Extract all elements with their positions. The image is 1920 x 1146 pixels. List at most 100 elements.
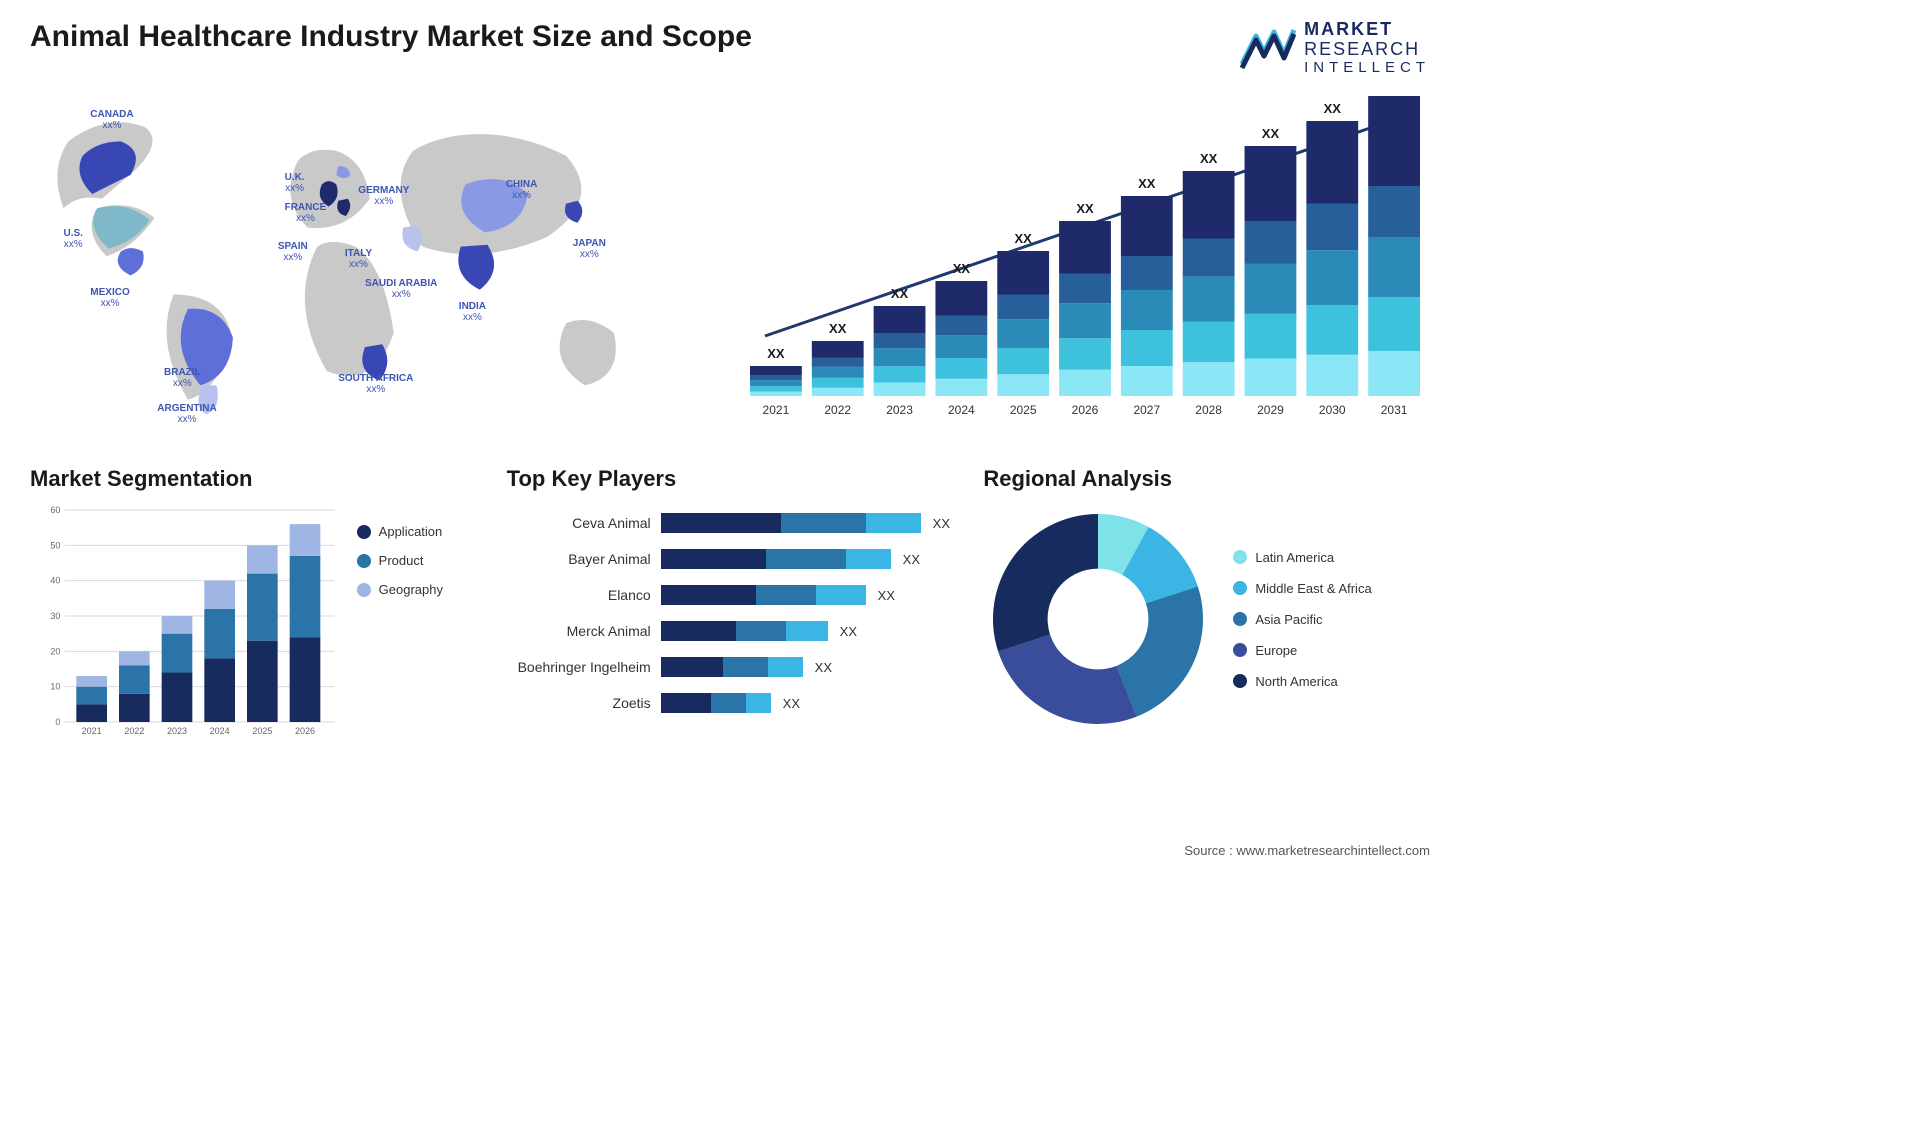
seg-legend-application: Application xyxy=(357,524,477,539)
svg-text:XX: XX xyxy=(1015,231,1033,246)
map-label-japan: JAPANxx% xyxy=(573,238,606,260)
player-value: XX xyxy=(815,660,832,675)
map-label-u-k-: U.K.xx% xyxy=(285,172,305,194)
svg-text:2027: 2027 xyxy=(1133,403,1160,417)
player-value: XX xyxy=(840,624,857,639)
regional-title: Regional Analysis xyxy=(983,466,1430,492)
svg-text:2023: 2023 xyxy=(886,403,913,417)
player-row: Zoetis XX xyxy=(507,688,954,718)
player-bar xyxy=(661,693,771,713)
player-row: Boehringer Ingelheim XX xyxy=(507,652,954,682)
regional-legend: Latin America Middle East & Africa Asia Pa… xyxy=(1233,550,1371,689)
svg-text:2024: 2024 xyxy=(948,403,975,417)
logo-text-3: INTELLECT xyxy=(1304,60,1430,77)
svg-text:2026: 2026 xyxy=(295,726,315,736)
svg-text:2024: 2024 xyxy=(210,726,230,736)
svg-text:XX: XX xyxy=(1324,101,1342,116)
svg-text:0: 0 xyxy=(55,717,60,727)
map-label-germany: GERMANYxx% xyxy=(358,185,409,207)
svg-text:2026: 2026 xyxy=(1072,403,1099,417)
map-label-mexico: MEXICOxx% xyxy=(90,287,129,309)
svg-text:2030: 2030 xyxy=(1319,403,1346,417)
key-players-title: Top Key Players xyxy=(507,466,954,492)
region-legend-asia-pacific: Asia Pacific xyxy=(1233,612,1371,627)
region-legend-europe: Europe xyxy=(1233,643,1371,658)
svg-text:2022: 2022 xyxy=(124,726,144,736)
page-title: Animal Healthcare Industry Market Size a… xyxy=(30,20,752,54)
player-name: Merck Animal xyxy=(507,623,657,639)
map-label-italy: ITALYxx% xyxy=(345,248,372,270)
svg-text:XX: XX xyxy=(891,286,909,301)
player-name: Elanco xyxy=(507,587,657,603)
svg-text:XX: XX xyxy=(1262,126,1280,141)
key-players-panel: Top Key Players Ceva AnimalXXBayer Anima… xyxy=(507,466,954,766)
seg-legend-product: Product xyxy=(357,553,477,568)
svg-text:20: 20 xyxy=(50,646,60,656)
logo-swoosh-icon xyxy=(1240,24,1296,72)
svg-text:2025: 2025 xyxy=(252,726,272,736)
growth-chart: XX 2021 XX 2022 XX 2023 XX 2024 XX 2025 XX 2026 XX 20… xyxy=(730,96,1430,436)
map-label-argentina: ARGENTINAxx% xyxy=(157,403,216,425)
segmentation-panel: Market Segmentation 0 10 20 30 40 50 60 2021 202… xyxy=(30,466,477,766)
seg-legend-geography: Geography xyxy=(357,582,477,597)
source-label: Source : www.marketresearchintellect.com xyxy=(1184,843,1430,858)
logo-text-2: RESEARCH xyxy=(1304,40,1430,60)
regional-donut xyxy=(983,504,1213,734)
svg-text:2021: 2021 xyxy=(763,403,790,417)
map-label-brazil: BRAZILxx% xyxy=(164,367,201,389)
player-row: Ceva Animal XX xyxy=(507,508,954,538)
region-legend-middle-east-africa: Middle East & Africa xyxy=(1233,581,1371,596)
svg-text:40: 40 xyxy=(50,576,60,586)
player-row: Merck Animal XX xyxy=(507,616,954,646)
segmentation-legend: Application Product Geography xyxy=(357,504,477,766)
map-label-spain: SPAINxx% xyxy=(278,241,308,263)
key-players-chart: Ceva AnimalXXBayer AnimalXXElancoXXMerck… xyxy=(507,504,954,718)
player-name: Ceva Animal xyxy=(507,515,657,531)
map-label-china: CHINAxx% xyxy=(506,179,538,201)
map-label-saudi-arabia: SAUDI ARABIAxx% xyxy=(365,278,437,300)
svg-text:XX: XX xyxy=(1076,201,1094,216)
svg-text:50: 50 xyxy=(50,540,60,550)
map-label-france: FRANCExx% xyxy=(285,202,327,224)
segmentation-title: Market Segmentation xyxy=(30,466,477,492)
player-bar xyxy=(661,549,891,569)
svg-text:2025: 2025 xyxy=(1010,403,1037,417)
svg-text:2029: 2029 xyxy=(1257,403,1284,417)
svg-text:XX: XX xyxy=(1200,151,1218,166)
player-value: XX xyxy=(878,588,895,603)
player-value: XX xyxy=(933,516,950,531)
world-map-panel: CANADAxx% U.S.xx% MEXICOxx% BRAZILxx% ARGENT… xyxy=(30,96,700,426)
player-value: XX xyxy=(783,696,800,711)
player-name: Bayer Animal xyxy=(507,551,657,567)
player-row: Bayer Animal XX xyxy=(507,544,954,574)
region-legend-latin-america: Latin America xyxy=(1233,550,1371,565)
svg-text:2028: 2028 xyxy=(1195,403,1222,417)
svg-text:XX: XX xyxy=(829,321,847,336)
svg-text:10: 10 xyxy=(50,682,60,692)
svg-text:XX: XX xyxy=(1138,176,1156,191)
regional-panel: Regional Analysis Latin America Middle Ea… xyxy=(983,466,1430,766)
svg-text:2031: 2031 xyxy=(1381,403,1408,417)
svg-text:XX: XX xyxy=(767,346,785,361)
logo-text-1: MARKET xyxy=(1304,20,1430,40)
svg-text:2022: 2022 xyxy=(824,403,851,417)
svg-text:30: 30 xyxy=(50,611,60,621)
brand-logo: MARKET RESEARCH INTELLECT xyxy=(1240,20,1430,76)
segmentation-chart: 0 10 20 30 40 50 60 2021 2022 2023 2024 2025 2026 xyxy=(30,504,347,766)
svg-text:2023: 2023 xyxy=(167,726,187,736)
region-legend-north-america: North America xyxy=(1233,674,1371,689)
player-name: Zoetis xyxy=(507,695,657,711)
player-bar xyxy=(661,657,803,677)
player-value: XX xyxy=(903,552,920,567)
player-bar xyxy=(661,585,866,605)
svg-text:2021: 2021 xyxy=(82,726,102,736)
player-bar xyxy=(661,513,921,533)
map-label-south-africa: SOUTH AFRICAxx% xyxy=(338,373,413,395)
map-label-india: INDIAxx% xyxy=(459,301,486,323)
svg-text:60: 60 xyxy=(50,505,60,515)
player-bar xyxy=(661,621,828,641)
map-label-canada: CANADAxx% xyxy=(90,109,133,131)
map-label-u-s-: U.S.xx% xyxy=(64,228,83,250)
player-row: Elanco XX xyxy=(507,580,954,610)
player-name: Boehringer Ingelheim xyxy=(507,659,657,675)
